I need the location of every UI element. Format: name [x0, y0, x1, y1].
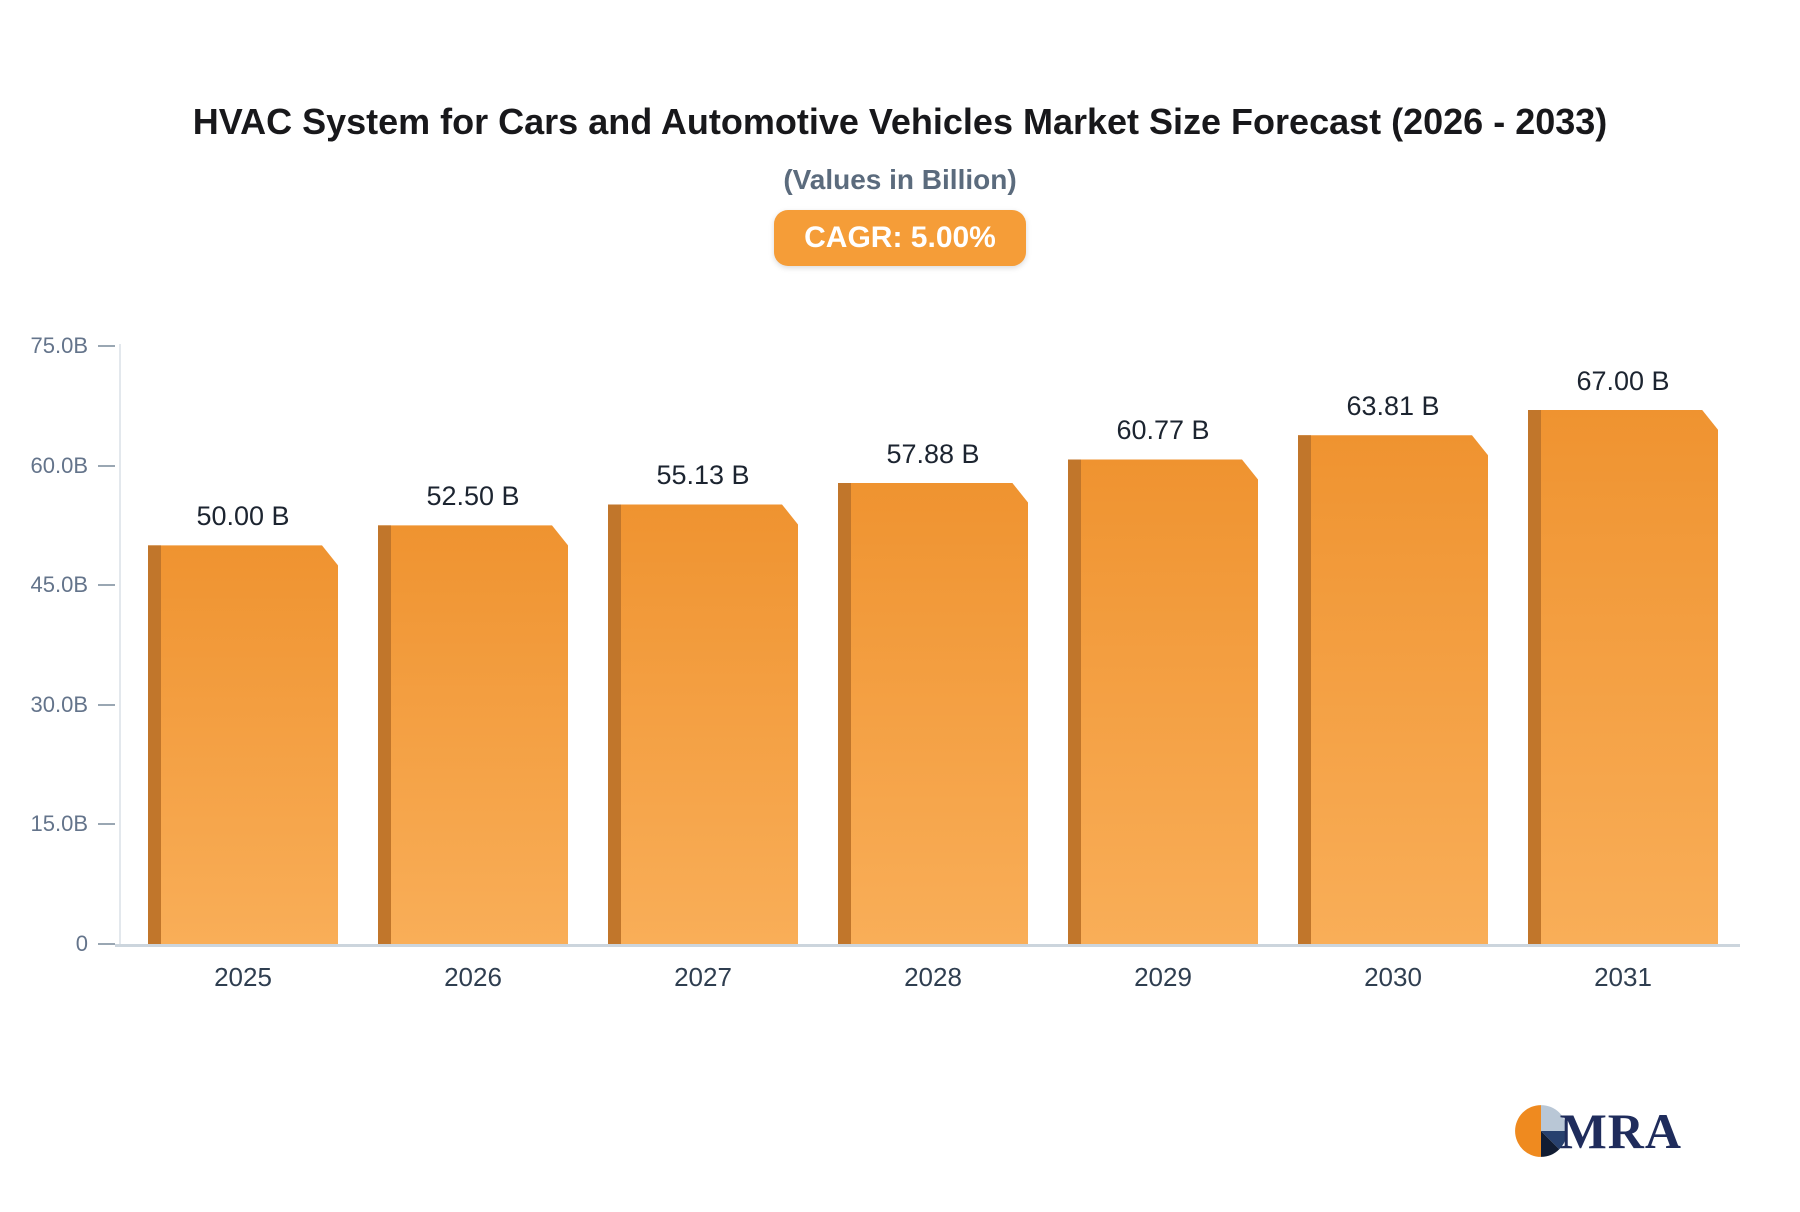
x-axis-label: 2025 [214, 962, 272, 992]
bar-side-shade [1528, 410, 1541, 944]
bar-value-label: 57.88 B [886, 438, 980, 469]
bar-value-label: 60.77 B [1116, 415, 1210, 446]
x-axis-label: 2027 [674, 962, 732, 992]
y-tick-label: 15.0B [30, 811, 89, 837]
bar-side-shade [1298, 435, 1311, 944]
y-tick-mark [98, 345, 115, 347]
y-tick-mark [98, 464, 115, 467]
bar-side-shade [838, 483, 851, 944]
bar-side-shade [148, 545, 161, 944]
bar [838, 483, 1028, 944]
mra-logo: MRA [1514, 1102, 1682, 1160]
y-tick-mark [98, 943, 115, 945]
bar-value-label: 67.00 B [1576, 365, 1670, 396]
x-axis-label: 2028 [904, 962, 962, 992]
chart-title: HVAC System for Cars and Automotive Vehi… [192, 101, 1608, 142]
y-tick-label: 60.0B [30, 452, 89, 478]
y-tick-mark [98, 823, 115, 826]
bar [148, 545, 338, 944]
bar [608, 504, 798, 944]
cagr-badge: CAGR: 5.00% [774, 210, 1026, 267]
bar-side-shade [608, 504, 621, 944]
y-tick-label: 30.0B [30, 691, 89, 717]
logo-text: MRA [1559, 1103, 1682, 1159]
y-tick-label: 0 [75, 931, 88, 956]
bar-value-label: 63.81 B [1346, 391, 1440, 422]
y-axis-line [119, 344, 121, 944]
y-tick-label: 75.0B [30, 333, 89, 358]
x-axis-baseline [115, 944, 1740, 947]
y-tick-label: 45.0B [30, 572, 89, 598]
y-tick-mark [98, 584, 115, 587]
bar [1068, 459, 1258, 944]
bar-value-label: 52.50 B [426, 481, 520, 512]
bar-value-label: 55.13 B [656, 460, 750, 491]
bar-value-label: 50.00 B [196, 501, 290, 532]
bar [378, 525, 568, 944]
pie-logo-icon [1514, 1105, 1567, 1157]
bar-side-shade [378, 525, 391, 944]
x-axis-label: 2026 [444, 962, 502, 992]
bar-side-shade [1068, 459, 1081, 944]
bar [1298, 435, 1488, 944]
chart-header: HVAC System for Cars and Automotive Vehi… [0, 96, 1800, 267]
bar [1528, 410, 1718, 944]
chart-subtitle: (Values in Billion) [783, 164, 1017, 196]
x-axis-label: 2029 [1134, 962, 1192, 992]
x-axis-label: 2030 [1364, 962, 1422, 992]
y-tick-mark [98, 703, 115, 706]
x-axis-label: 2031 [1594, 962, 1652, 992]
